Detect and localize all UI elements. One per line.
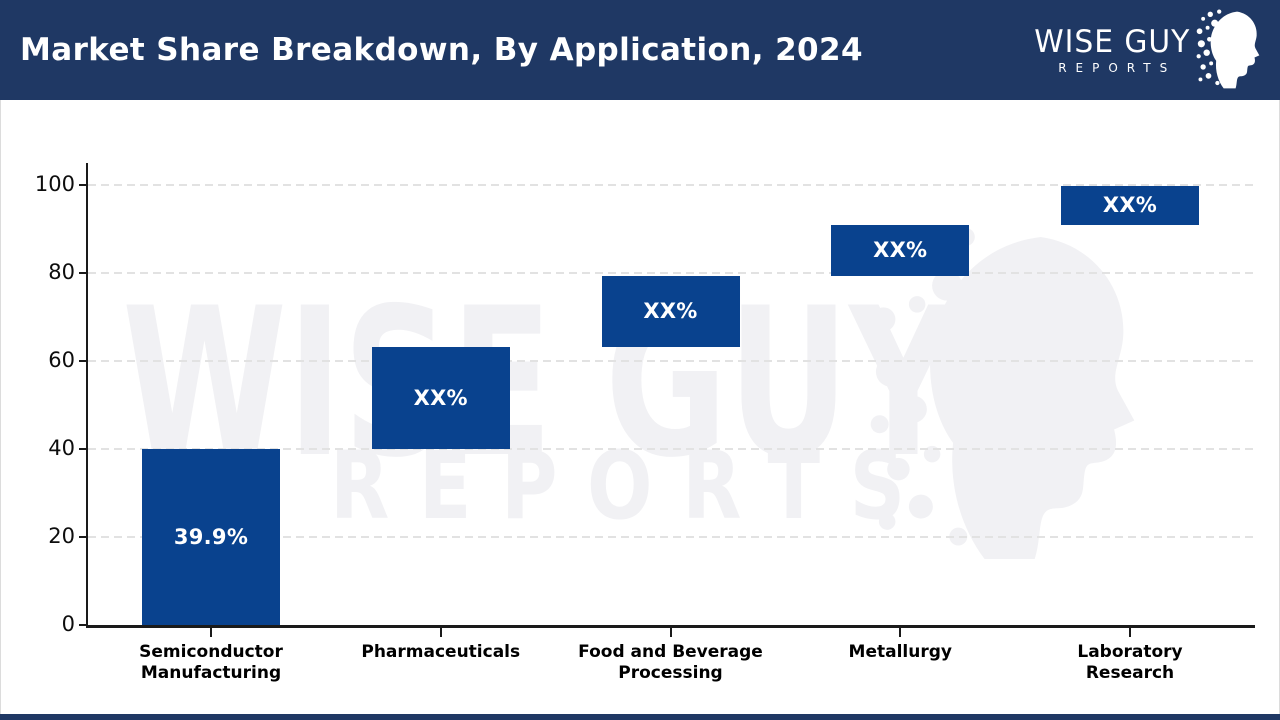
y-axis-tick: [79, 360, 88, 362]
x-axis-category-label-line: Food and Beverage: [578, 642, 763, 662]
bar-value-label: XX%: [643, 299, 698, 324]
gridline: [88, 272, 1255, 274]
bar-value-label: XX%: [873, 238, 928, 263]
x-axis-tick: [899, 628, 902, 637]
y-axis-tick-label: 40: [48, 436, 75, 460]
bar-laboratory-research: XX%: [1061, 185, 1199, 225]
gridline: [88, 536, 1255, 538]
x-axis-tick: [210, 628, 212, 637]
x-axis-category-label: Semiconductor Manufacturing: [91, 642, 331, 685]
x-axis-category-label: Pharmaceuticals: [321, 642, 561, 663]
header-bar: Market Share Breakdown, By Application, …: [0, 0, 1280, 100]
gridline: [88, 360, 1255, 362]
bar-pharmaceuticals: XX%: [371, 346, 510, 450]
y-axis-tick-label: 80: [48, 260, 75, 284]
y-axis-tick-label: 60: [48, 348, 75, 372]
bar-metallurgy: XX%: [831, 224, 970, 276]
x-axis-category-label-line: Laboratory: [1077, 642, 1183, 662]
y-axis-line: [86, 163, 88, 627]
y-axis-tick: [79, 448, 88, 450]
x-axis-category-label-line: Pharmaceuticals: [361, 642, 521, 662]
y-axis-tick: [79, 624, 88, 626]
y-axis-tick: [79, 184, 88, 186]
brand-logo: WISE GUY REPORTS: [1031, 7, 1262, 93]
x-axis-tick: [669, 628, 672, 637]
y-axis-tick-label: 0: [61, 612, 75, 636]
logo-wordmark: WISE GUY REPORTS: [1031, 23, 1194, 75]
gridline: [88, 184, 1255, 186]
y-axis-tick-label: 100: [34, 172, 75, 196]
x-axis-category-label-line: Processing: [618, 663, 723, 684]
x-axis-category-label: Metallurgy: [780, 642, 1020, 663]
bar-semiconductor-manufacturing: 39.9%: [142, 449, 280, 625]
bar-value-label: XX%: [413, 386, 468, 411]
x-axis-category-label-line: Metallurgy: [848, 642, 952, 662]
logo-wordmark-line1: WISE GUY: [1034, 23, 1191, 60]
gridline: [88, 448, 1255, 450]
x-axis-category-label-line: Manufacturing: [140, 663, 282, 684]
x-axis-category-label: Food and Beverage Processing: [551, 642, 791, 685]
x-axis-tick: [439, 628, 442, 637]
x-axis-category-label: Laboratory Research: [1010, 642, 1250, 685]
logo-head-icon: [1196, 9, 1260, 89]
bar-value-label: XX%: [1102, 193, 1158, 218]
y-axis-tick: [79, 536, 88, 538]
bar-value-label: 39.9%: [173, 525, 249, 550]
x-axis-line: [86, 625, 1255, 628]
y-axis-tick-label: 20: [48, 524, 75, 548]
y-axis-tick: [79, 272, 88, 274]
x-axis-tick: [1129, 628, 1131, 637]
page-title: Market Share Breakdown, By Application, …: [20, 32, 863, 68]
x-axis-category-label-line: Semiconductor: [139, 642, 283, 662]
logo-wordmark-line2: REPORTS: [1058, 60, 1177, 75]
x-axis-category-label-line: Research: [1085, 663, 1175, 684]
footer-bar: [0, 714, 1280, 720]
bar-food-and-beverage-processing: XX%: [601, 275, 740, 347]
